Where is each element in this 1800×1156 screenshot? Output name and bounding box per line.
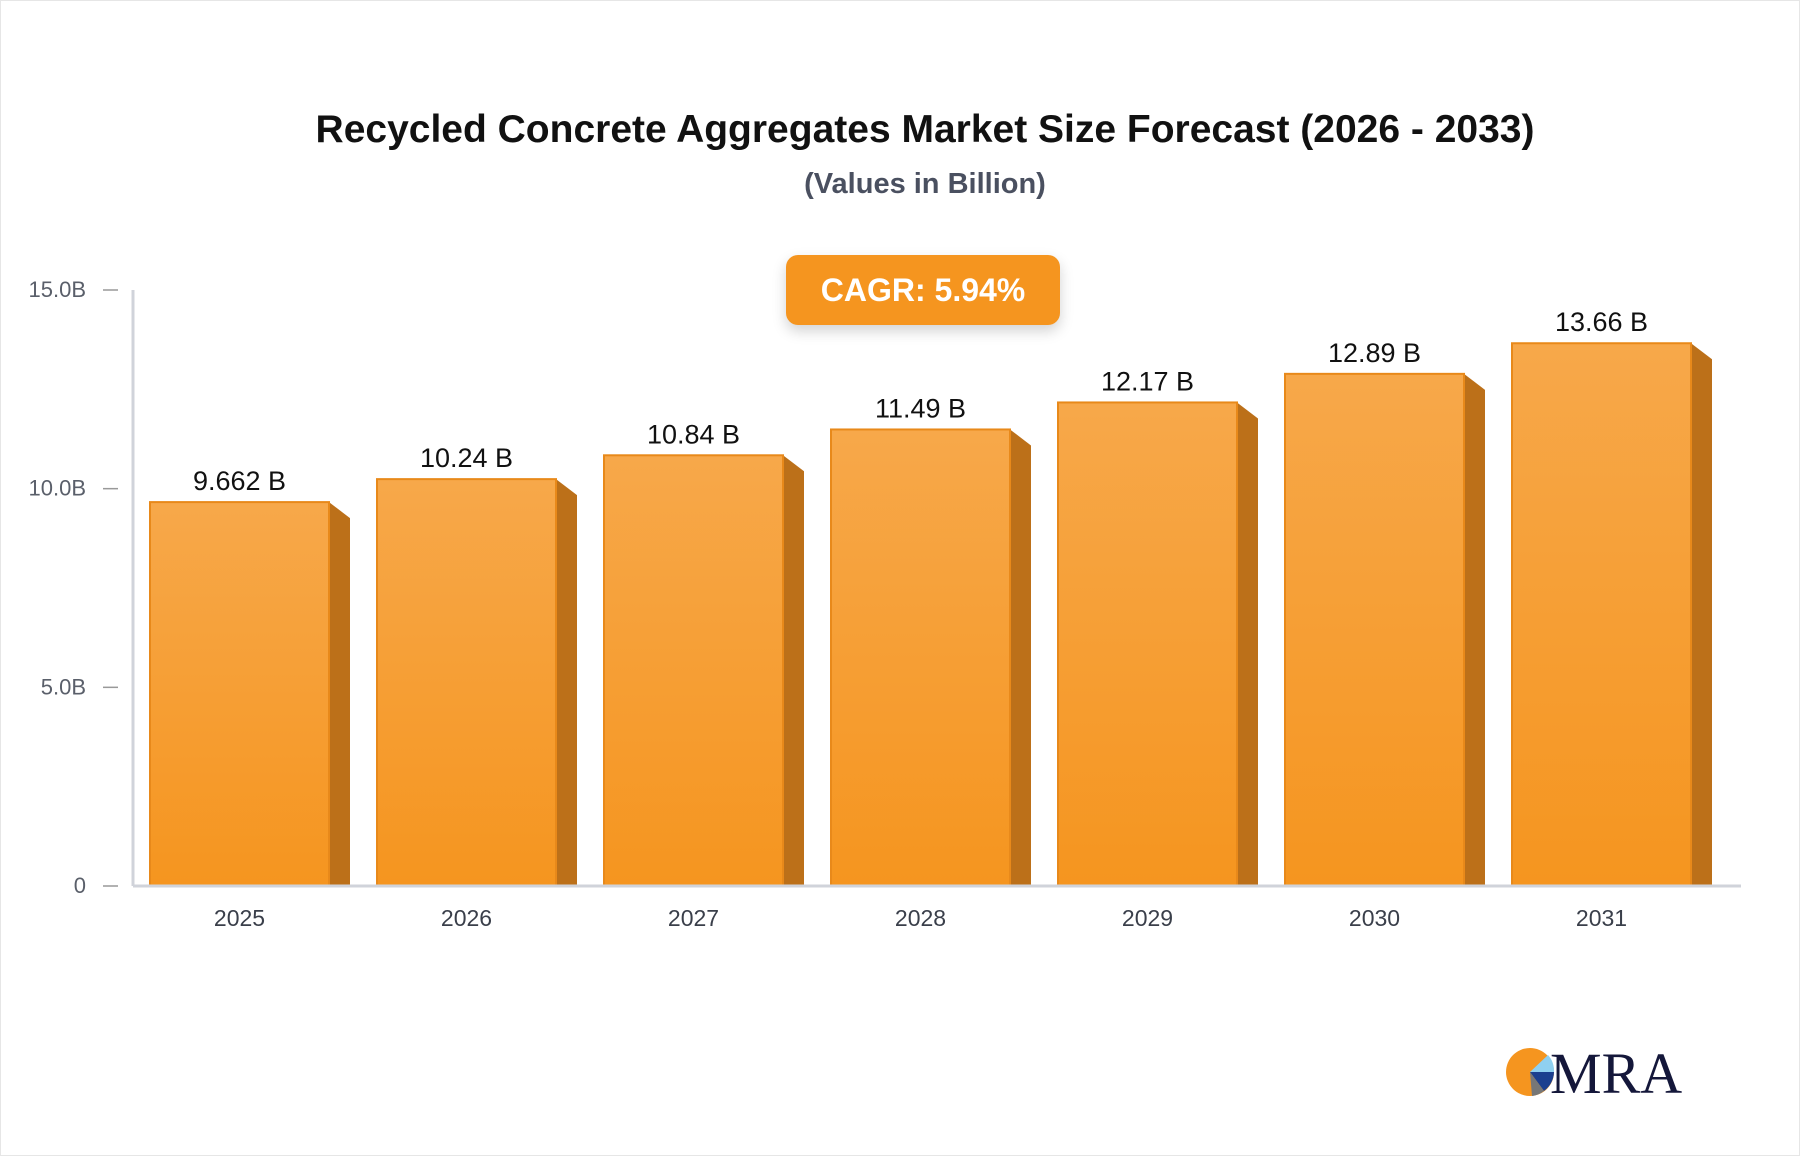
bar [1057,401,1238,887]
data-label: 9.662 B [193,466,286,496]
x-tick-label: 2030 [1349,905,1400,931]
y-tick-label: 0 [74,873,86,898]
mra-logo: MRA [1504,1040,1704,1102]
y-tick-label: 15.0B [29,277,87,302]
bar-side [1691,343,1712,886]
x-tick-label: 2029 [1122,905,1173,931]
bar [830,428,1011,887]
bar [1511,342,1692,887]
bar [376,478,557,887]
bar-side [329,502,350,886]
data-label: 12.17 B [1101,366,1194,396]
data-label: 10.84 B [647,419,740,449]
logo-text: MRA [1550,1041,1682,1102]
x-tick-label: 2027 [668,905,719,931]
bar [1284,372,1465,887]
data-label: 12.89 B [1328,338,1421,368]
y-tick-label: 5.0B [41,674,86,699]
data-label: 11.49 B [875,393,966,423]
bar-side [556,479,577,886]
chart-title: Recycled Concrete Aggregates Market Size… [315,108,1535,151]
x-tick-label: 2028 [895,905,946,931]
cagr-badge: CAGR: 5.94% [786,255,1060,325]
data-label: 10.24 B [420,443,513,473]
chart-subtitle: (Values in Billion) [804,168,1046,200]
data-label: 13.66 B [1555,307,1648,337]
x-tick-label: 2031 [1576,905,1627,931]
bar-side [1464,373,1485,886]
x-tick-label: 2026 [441,905,492,931]
bar [603,454,784,887]
bar-side [1010,429,1031,886]
bar-side [783,455,804,886]
bar [149,501,330,887]
x-tick-label: 2025 [214,905,265,931]
y-tick-label: 10.0B [29,476,87,501]
bar-side [1237,402,1258,886]
